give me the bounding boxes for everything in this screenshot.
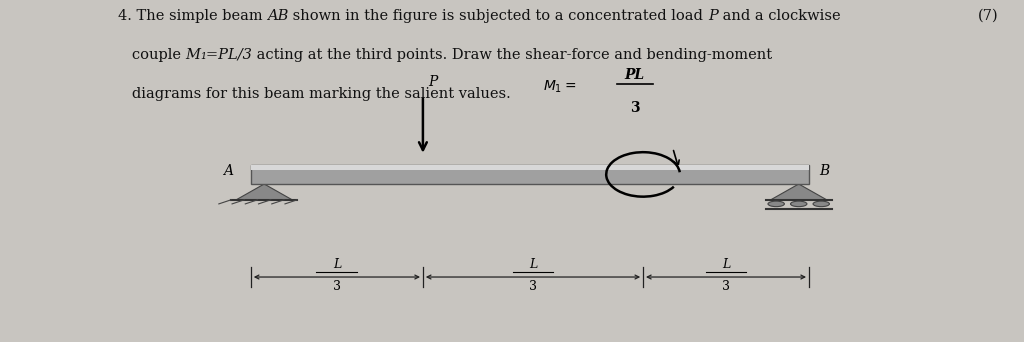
Text: acting at the third points. Draw the shear-force and bending-moment: acting at the third points. Draw the she… <box>252 48 772 62</box>
Text: AB: AB <box>267 9 289 23</box>
Text: 4. The simple beam: 4. The simple beam <box>118 9 267 23</box>
Text: (7): (7) <box>978 9 998 23</box>
Circle shape <box>791 201 807 207</box>
Text: 3: 3 <box>630 101 640 115</box>
Circle shape <box>768 201 784 207</box>
Polygon shape <box>771 184 826 200</box>
Text: B: B <box>819 164 829 178</box>
Text: PL: PL <box>625 68 645 82</box>
Bar <box>251 165 809 170</box>
Text: $M_1 = $: $M_1 = $ <box>543 79 577 95</box>
Text: couple: couple <box>118 48 185 62</box>
Text: L: L <box>333 258 341 271</box>
Bar <box>251 165 809 184</box>
Text: 3: 3 <box>529 280 537 293</box>
Text: A: A <box>223 164 233 178</box>
Text: P: P <box>708 9 718 23</box>
Text: and a clockwise: and a clockwise <box>718 9 841 23</box>
Polygon shape <box>237 184 292 200</box>
Text: M: M <box>185 48 201 62</box>
Circle shape <box>813 201 829 207</box>
Text: ₁=PL/3: ₁=PL/3 <box>201 48 252 62</box>
Text: shown in the figure is subjected to a concentrated load: shown in the figure is subjected to a co… <box>289 9 708 23</box>
Text: L: L <box>722 258 730 271</box>
Text: P: P <box>428 75 437 89</box>
Text: 3: 3 <box>333 280 341 293</box>
Text: L: L <box>528 258 538 271</box>
Text: 3: 3 <box>722 280 730 293</box>
Text: diagrams for this beam marking the salient values.: diagrams for this beam marking the salie… <box>118 87 511 101</box>
